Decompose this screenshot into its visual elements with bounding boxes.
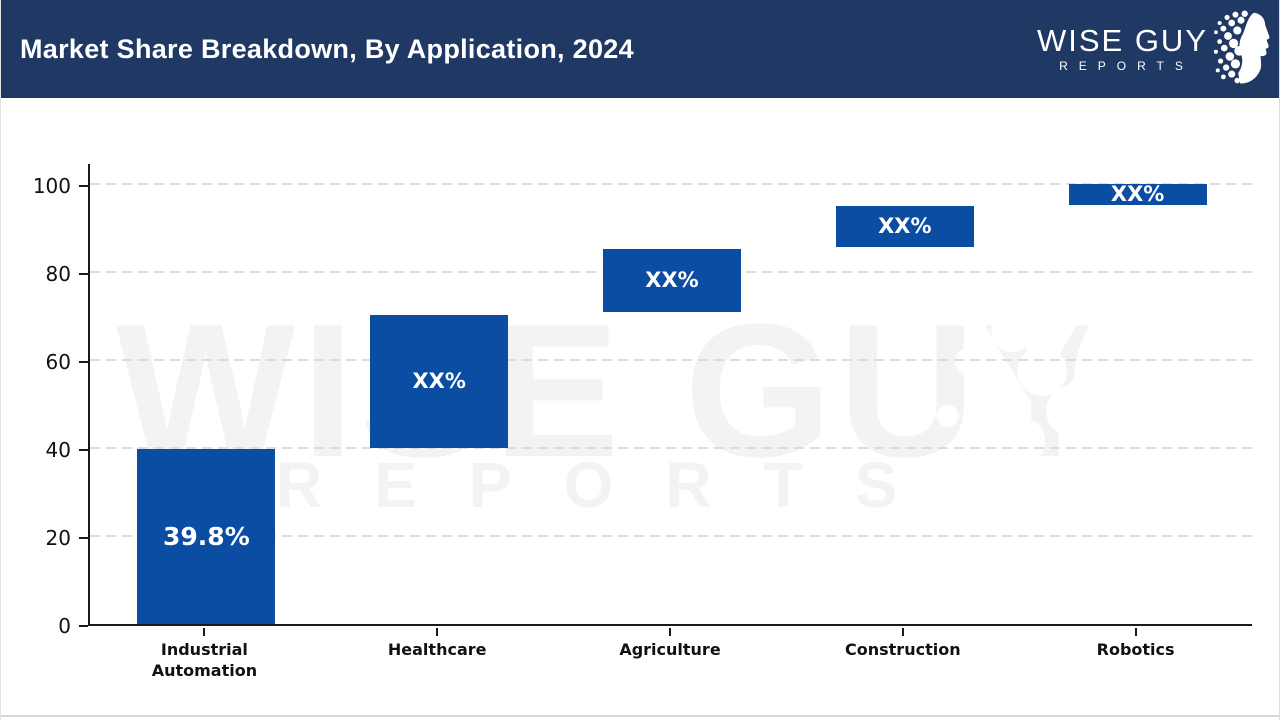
page-title: Market Share Breakdown, By Application, …	[20, 33, 634, 64]
bar-value-label-construction: XX%	[878, 214, 932, 239]
bar-industrial-automation: 39.8%	[137, 448, 276, 624]
x-axis: Industrial Automation Healthcare Agricultu…	[88, 628, 1252, 704]
bar-robotics: XX%	[1068, 181, 1207, 206]
y-tick-label-40: 40	[45, 438, 71, 462]
y-tick-80	[79, 273, 88, 275]
x-tick-label-robotics: Robotics	[1096, 640, 1175, 659]
bar-agriculture: XX%	[603, 249, 741, 313]
x-tick-industrial-automation	[203, 628, 206, 636]
x-tick-healthcare	[436, 628, 439, 636]
gridline-40	[90, 447, 1252, 449]
bar-value-label-industrial-automation: 39.8%	[163, 521, 250, 551]
y-tick-label-100: 100	[32, 174, 71, 198]
bar-healthcare: XX%	[370, 315, 509, 448]
y-tick-label-0: 0	[58, 614, 71, 638]
y-tick-label-80: 80	[45, 262, 71, 286]
brand-face-icon	[1213, 10, 1270, 84]
x-tick-label-agriculture: Agriculture	[619, 640, 721, 659]
y-tick-0	[79, 625, 88, 627]
header-bar: Market Share Breakdown, By Application, …	[0, 0, 1280, 98]
brand-subname: REPORTS	[1059, 59, 1194, 74]
x-tick-agriculture	[669, 628, 671, 636]
gridline-100	[90, 183, 1252, 185]
footer-rule	[0, 715, 1280, 717]
bar-construction: XX%	[835, 206, 974, 247]
y-axis: 0 20 40 60 80 100	[0, 164, 88, 638]
gridline-60	[90, 359, 1252, 361]
brand-logo: WISE GUY REPORTS	[1037, 10, 1272, 88]
bar-value-label-agriculture: XX%	[645, 268, 699, 293]
x-tick-robotics	[1134, 628, 1137, 636]
y-tick-60	[79, 361, 88, 363]
x-tick-label-healthcare: Healthcare	[387, 640, 487, 659]
brand-name: WISE GUY	[1036, 22, 1208, 58]
bar-value-label-robotics: XX%	[1110, 181, 1165, 206]
plot-area: 39.8% XX% XX% XX% XX%	[88, 164, 1252, 626]
x-tick-label-industrial-automation: Industrial Automation	[151, 640, 258, 680]
y-tick-label-60: 60	[45, 350, 71, 374]
y-tick-40	[79, 449, 88, 451]
brand-wordmark: WISE GUY REPORTS	[1036, 22, 1208, 74]
x-tick-construction	[901, 628, 904, 636]
x-tick-label-construction: Construction	[845, 640, 961, 659]
y-tick-label-20: 20	[45, 526, 71, 550]
y-tick-20	[79, 537, 88, 539]
bar-value-label-healthcare: XX%	[412, 369, 466, 394]
y-tick-100	[79, 185, 88, 187]
gridline-20	[90, 535, 1252, 537]
